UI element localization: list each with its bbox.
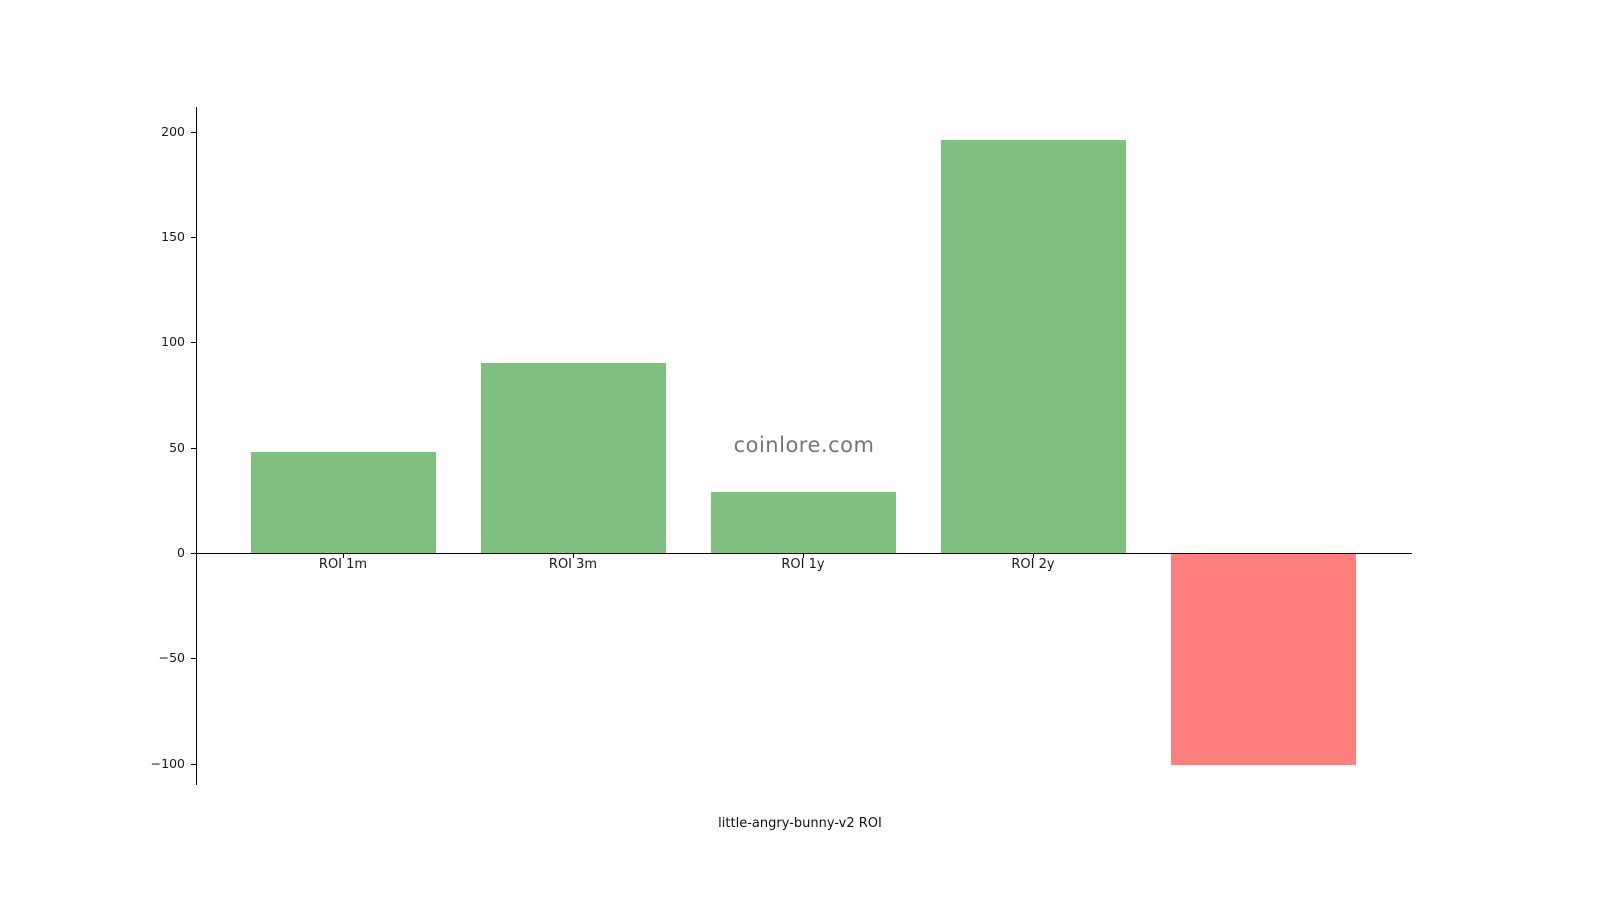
y-axis-spine [196,107,197,785]
y-tick-label: 100 [161,334,185,349]
y-tick-label: 0 [177,545,185,560]
x-tick-label: ROI 3m [548,557,598,572]
y-tick-mark [191,342,196,343]
y-tick-mark [191,553,196,554]
x-tick-label: ROI 1y [781,557,825,572]
watermark: coinlore.com [733,433,875,457]
y-tick-label: 200 [161,124,185,139]
y-tick-mark [191,448,196,449]
y-tick-mark [191,658,196,659]
y-tick-label: −50 [158,650,185,665]
y-tick-mark [191,132,196,133]
x-tick-label: ROI 2y [1011,557,1055,572]
plot-area: 200 150 100 50 0 −50 −100 ROI 1m ROI 3m ROI 1y RO… [151,107,1412,785]
y-tick-label: −100 [150,756,185,771]
y-tick-mark [191,237,196,238]
x-tick-mark [803,554,804,558]
bar [1171,554,1356,765]
x-tick-label: ROI 1m [318,557,368,572]
y-tick-label: 50 [169,440,185,455]
x-tick-mark [1033,554,1034,558]
bar [711,492,896,553]
bar [941,140,1126,553]
chart-title: little-angry-bunny-v2 ROI [718,816,882,831]
y-tick-label: 150 [161,229,185,244]
bar [251,452,436,553]
bar [481,363,666,553]
x-tick-mark [343,554,344,558]
x-axis-line [196,553,1412,554]
x-tick-mark [573,554,574,558]
y-tick-mark [191,764,196,765]
